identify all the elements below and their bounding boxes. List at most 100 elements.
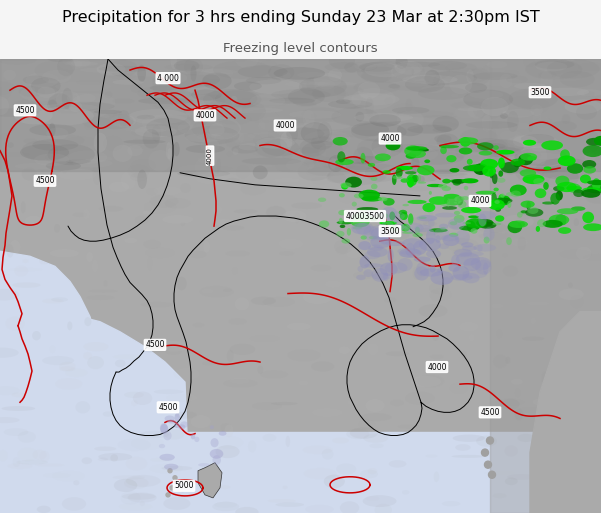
Ellipse shape xyxy=(397,110,424,129)
Ellipse shape xyxy=(542,202,554,205)
Ellipse shape xyxy=(437,268,443,273)
Ellipse shape xyxy=(121,171,136,190)
Ellipse shape xyxy=(508,221,528,228)
Ellipse shape xyxy=(362,196,382,202)
Ellipse shape xyxy=(492,223,501,225)
Ellipse shape xyxy=(47,100,57,111)
Ellipse shape xyxy=(42,356,74,365)
Ellipse shape xyxy=(397,62,440,67)
Ellipse shape xyxy=(416,175,438,182)
Ellipse shape xyxy=(480,159,498,169)
Ellipse shape xyxy=(407,175,437,182)
Ellipse shape xyxy=(454,211,460,215)
Ellipse shape xyxy=(118,110,130,127)
Ellipse shape xyxy=(585,190,601,204)
Ellipse shape xyxy=(150,458,171,462)
Ellipse shape xyxy=(450,179,464,183)
Ellipse shape xyxy=(147,188,157,195)
Ellipse shape xyxy=(506,75,528,83)
Ellipse shape xyxy=(240,184,266,195)
Ellipse shape xyxy=(381,207,397,221)
Text: 4500: 4500 xyxy=(480,408,500,417)
Ellipse shape xyxy=(16,460,48,465)
Ellipse shape xyxy=(588,208,601,220)
Ellipse shape xyxy=(322,160,369,169)
Ellipse shape xyxy=(280,131,292,151)
Ellipse shape xyxy=(583,333,593,345)
Polygon shape xyxy=(0,312,601,513)
Ellipse shape xyxy=(390,81,441,91)
Text: 4500: 4500 xyxy=(158,403,178,412)
Ellipse shape xyxy=(442,68,489,84)
Ellipse shape xyxy=(210,397,237,403)
Ellipse shape xyxy=(397,248,419,255)
Ellipse shape xyxy=(127,492,157,503)
Ellipse shape xyxy=(407,200,427,204)
Ellipse shape xyxy=(351,88,396,110)
Ellipse shape xyxy=(167,73,188,83)
Ellipse shape xyxy=(138,97,194,104)
Ellipse shape xyxy=(375,213,381,219)
Ellipse shape xyxy=(198,156,210,163)
Ellipse shape xyxy=(406,243,415,256)
Ellipse shape xyxy=(31,77,61,94)
Ellipse shape xyxy=(555,175,570,187)
Ellipse shape xyxy=(328,100,373,109)
Ellipse shape xyxy=(234,57,247,62)
Ellipse shape xyxy=(510,159,525,166)
Ellipse shape xyxy=(62,165,67,173)
Ellipse shape xyxy=(192,323,205,327)
Ellipse shape xyxy=(328,155,343,172)
Ellipse shape xyxy=(526,201,531,210)
Ellipse shape xyxy=(462,269,487,279)
Ellipse shape xyxy=(57,57,75,76)
Ellipse shape xyxy=(262,117,289,121)
Ellipse shape xyxy=(360,413,392,421)
Ellipse shape xyxy=(478,213,487,226)
Ellipse shape xyxy=(225,178,240,183)
Text: 40003500: 40003500 xyxy=(346,211,385,221)
Ellipse shape xyxy=(514,148,567,166)
Ellipse shape xyxy=(230,344,255,355)
Ellipse shape xyxy=(251,146,272,156)
Ellipse shape xyxy=(462,222,471,224)
Ellipse shape xyxy=(457,196,463,205)
Ellipse shape xyxy=(484,236,490,244)
Text: 4500: 4500 xyxy=(145,341,165,349)
Ellipse shape xyxy=(453,248,472,258)
Ellipse shape xyxy=(413,241,427,255)
Ellipse shape xyxy=(135,126,177,137)
Ellipse shape xyxy=(527,207,538,214)
Ellipse shape xyxy=(560,149,570,160)
Ellipse shape xyxy=(557,208,578,214)
Ellipse shape xyxy=(197,135,204,139)
Ellipse shape xyxy=(249,80,302,94)
Ellipse shape xyxy=(124,477,148,489)
Ellipse shape xyxy=(364,269,373,277)
Ellipse shape xyxy=(535,60,575,69)
Ellipse shape xyxy=(35,463,64,467)
Ellipse shape xyxy=(476,211,496,219)
Ellipse shape xyxy=(471,138,508,154)
Ellipse shape xyxy=(25,215,42,227)
Ellipse shape xyxy=(97,113,133,129)
Ellipse shape xyxy=(396,111,454,117)
Ellipse shape xyxy=(228,318,247,325)
Ellipse shape xyxy=(222,225,245,230)
Ellipse shape xyxy=(231,96,237,105)
Ellipse shape xyxy=(451,255,460,266)
Ellipse shape xyxy=(478,143,505,149)
Ellipse shape xyxy=(498,122,532,130)
Text: 4000: 4000 xyxy=(207,147,213,165)
Ellipse shape xyxy=(118,113,152,132)
Ellipse shape xyxy=(224,424,233,437)
Ellipse shape xyxy=(137,86,185,100)
Ellipse shape xyxy=(429,171,453,183)
Ellipse shape xyxy=(335,208,357,215)
Ellipse shape xyxy=(411,72,439,84)
Ellipse shape xyxy=(35,107,94,125)
Ellipse shape xyxy=(83,352,92,360)
Ellipse shape xyxy=(324,475,345,488)
Ellipse shape xyxy=(258,122,266,130)
Ellipse shape xyxy=(238,65,287,78)
